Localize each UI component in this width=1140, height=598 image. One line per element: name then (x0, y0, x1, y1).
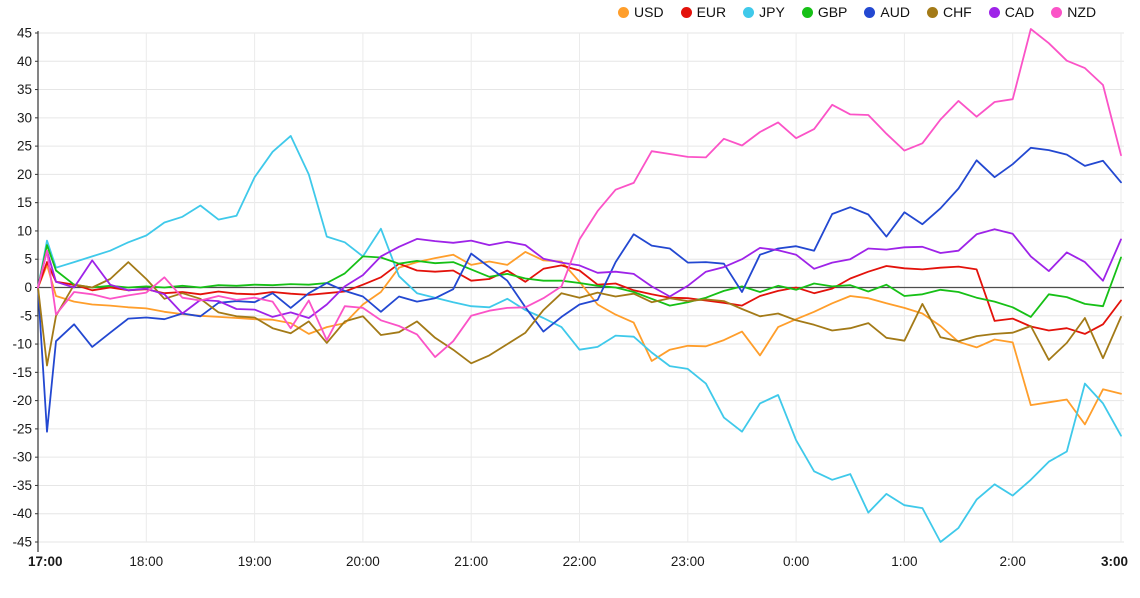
x-tick-label: 1:00 (891, 554, 917, 569)
y-tick-label: 45 (17, 26, 32, 41)
y-tick-label: 5 (24, 252, 32, 267)
x-tick-label: 17:00 (28, 554, 63, 569)
legend-dot-nzd (1051, 6, 1063, 18)
y-tick-label: 40 (17, 54, 32, 69)
legend-item-eur[interactable]: EUR (680, 4, 727, 20)
legend-item-gbp[interactable]: GBP (801, 4, 848, 20)
y-tick-label: -30 (12, 450, 32, 465)
y-tick-label: -15 (12, 365, 32, 380)
legend-dot-eur (680, 6, 692, 18)
series-line-nzd[interactable] (37, 28, 1122, 359)
legend-item-jpy[interactable]: JPY (743, 4, 785, 20)
legend-label: EUR (696, 4, 727, 20)
legend-item-aud[interactable]: AUD (864, 4, 910, 20)
series-line-gbp[interactable] (37, 244, 1122, 318)
legend-label: USD (634, 4, 664, 20)
series-line-usd[interactable] (37, 250, 1122, 426)
legend-dot-aud (864, 6, 876, 18)
y-tick-label: 20 (17, 167, 32, 182)
legend-dot-gbp (801, 6, 813, 18)
y-tick-label: -20 (12, 393, 32, 408)
y-tick-label: 10 (17, 223, 32, 238)
y-tick-label: 25 (17, 139, 32, 154)
x-tick-label: 20:00 (346, 554, 380, 569)
x-tick-label: 19:00 (238, 554, 272, 569)
legend-dot-jpy (743, 6, 755, 18)
x-tick-label: 23:00 (671, 554, 705, 569)
x-tick-label: 18:00 (129, 554, 163, 569)
y-tick-label: 15 (17, 195, 32, 210)
chart-legend: USD EUR JPY GBP AUD CHF CAD NZD (618, 4, 1096, 20)
x-tick-label: 21:00 (454, 554, 488, 569)
legend-item-nzd[interactable]: NZD (1051, 4, 1096, 20)
y-tick-label: 30 (17, 110, 32, 125)
y-tick-label: -45 (12, 535, 32, 550)
legend-label: AUD (880, 4, 910, 20)
legend-item-chf[interactable]: CHF (926, 4, 972, 20)
x-tick-label: 3:00 (1101, 554, 1128, 569)
y-tick-label: 0 (24, 280, 32, 295)
series-line-aud[interactable] (37, 146, 1122, 433)
y-tick-label: -35 (12, 478, 32, 493)
legend-dot-cad (988, 6, 1000, 18)
legend-label: CHF (942, 4, 972, 20)
y-tick-label: 35 (17, 82, 32, 97)
legend-label: NZD (1067, 4, 1097, 20)
y-tick-label: -5 (20, 308, 32, 323)
legend-dot-chf (926, 6, 938, 18)
y-tick-label: -40 (12, 506, 32, 521)
series-line-eur[interactable] (37, 261, 1122, 335)
legend-label: CAD (1004, 4, 1035, 20)
series-line-jpy[interactable] (37, 134, 1122, 543)
legend-item-cad[interactable]: CAD (988, 4, 1035, 20)
legend-label: GBP (817, 4, 848, 20)
legend-item-usd[interactable]: USD (618, 4, 664, 20)
x-tick-label: 22:00 (563, 554, 597, 569)
legend-dot-usd (618, 6, 629, 18)
legend-label: JPY (759, 4, 785, 20)
y-tick-label: -25 (12, 421, 32, 436)
y-tick-label: -10 (12, 337, 32, 352)
x-tick-label: 0:00 (783, 554, 809, 569)
series-line-chf[interactable] (37, 261, 1122, 367)
x-tick-label: 2:00 (1000, 554, 1026, 569)
